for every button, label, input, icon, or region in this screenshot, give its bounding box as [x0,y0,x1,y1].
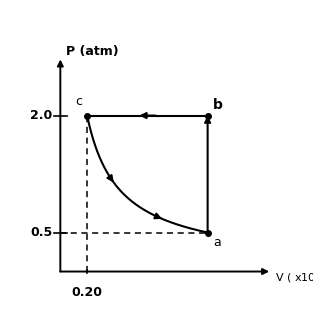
Text: 0.5: 0.5 [30,226,52,239]
Text: c: c [75,95,82,108]
Text: P (atm): P (atm) [66,45,118,58]
Text: 0.20: 0.20 [72,285,103,299]
Text: V ( x10$^{-3}$) m$^3$: V ( x10$^{-3}$) m$^3$ [275,268,313,286]
Text: a: a [213,236,221,249]
Text: b: b [213,98,223,112]
Text: 2.0: 2.0 [30,109,52,122]
